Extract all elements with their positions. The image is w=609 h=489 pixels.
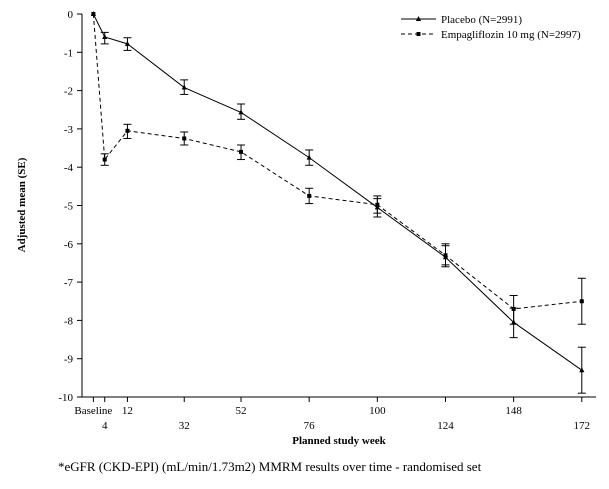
y-axis-ticks: 0 -1 -2 -3 -4 -5 -6 -7 -8 -9 -10 bbox=[58, 9, 82, 404]
x-tick-label: Baseline bbox=[74, 405, 112, 417]
y-tick-label: -1 bbox=[64, 47, 73, 59]
y-tick-label: -4 bbox=[64, 162, 74, 174]
data-point bbox=[182, 136, 187, 141]
data-point bbox=[91, 12, 96, 16]
data-point bbox=[239, 149, 244, 154]
data-point bbox=[125, 128, 130, 133]
y-tick-label: -10 bbox=[58, 392, 73, 404]
line-chart: 0 -1 -2 -3 -4 -5 -6 -7 -8 -9 -10 Baseline 4 12 32 52 76… bbox=[16, 9, 596, 447]
y-tick-label: -3 bbox=[64, 124, 74, 136]
series-2 bbox=[91, 12, 586, 325]
data-point bbox=[238, 109, 244, 115]
x-tick-label: 124 bbox=[437, 420, 454, 432]
x-tick-label: 32 bbox=[179, 420, 190, 432]
x-tick-label: 100 bbox=[369, 405, 386, 417]
data-point bbox=[181, 84, 187, 90]
legend-label: Empagliflozin 10 mg (N=2997) bbox=[441, 29, 581, 41]
data-point bbox=[124, 40, 131, 46]
legend-label: Placebo (N=2991) bbox=[441, 14, 522, 26]
data-point bbox=[579, 299, 584, 304]
legend-marker bbox=[415, 16, 422, 21]
x-tick-label: 52 bbox=[236, 405, 247, 417]
legend: Placebo (N=2991) Empagliflozin 10 mg (N=2… bbox=[401, 14, 581, 41]
data-point bbox=[511, 306, 516, 311]
y-tick-label: -8 bbox=[64, 315, 74, 327]
x-tick-label: 172 bbox=[574, 420, 591, 432]
y-tick-label: 0 bbox=[68, 9, 74, 21]
figure-caption: *eGFR (CKD-EPI) (mL/min/1.73m2) MMRM res… bbox=[58, 459, 482, 474]
data-point bbox=[102, 33, 108, 39]
data-point bbox=[579, 367, 585, 373]
x-tick-label: 76 bbox=[304, 420, 316, 432]
x-axis-ticks: Baseline 4 12 32 52 76 100 124 148 172 bbox=[74, 397, 590, 432]
axes bbox=[81, 14, 596, 398]
data-point bbox=[375, 202, 380, 207]
data-point bbox=[443, 253, 448, 258]
y-tick-label: -9 bbox=[64, 354, 74, 366]
y-tick-label: -5 bbox=[64, 201, 74, 213]
series-line bbox=[92, 13, 582, 310]
x-tick-label: 148 bbox=[505, 405, 522, 417]
y-tick-label: -6 bbox=[64, 239, 74, 251]
data-point bbox=[307, 193, 312, 198]
y-tick-label: -2 bbox=[64, 86, 73, 98]
data-point bbox=[306, 154, 312, 160]
x-tick-label: 4 bbox=[102, 420, 108, 432]
y-axis-title: Adjusted mean (SE) bbox=[16, 157, 28, 252]
data-point bbox=[102, 157, 107, 162]
x-axis-title: Planned study week bbox=[292, 435, 386, 447]
y-tick-label: -7 bbox=[64, 277, 74, 289]
series-layer bbox=[90, 11, 586, 394]
series-line bbox=[92, 13, 583, 371]
series-1 bbox=[90, 11, 586, 394]
x-tick-label: 12 bbox=[122, 405, 133, 417]
legend-marker bbox=[416, 32, 421, 36]
